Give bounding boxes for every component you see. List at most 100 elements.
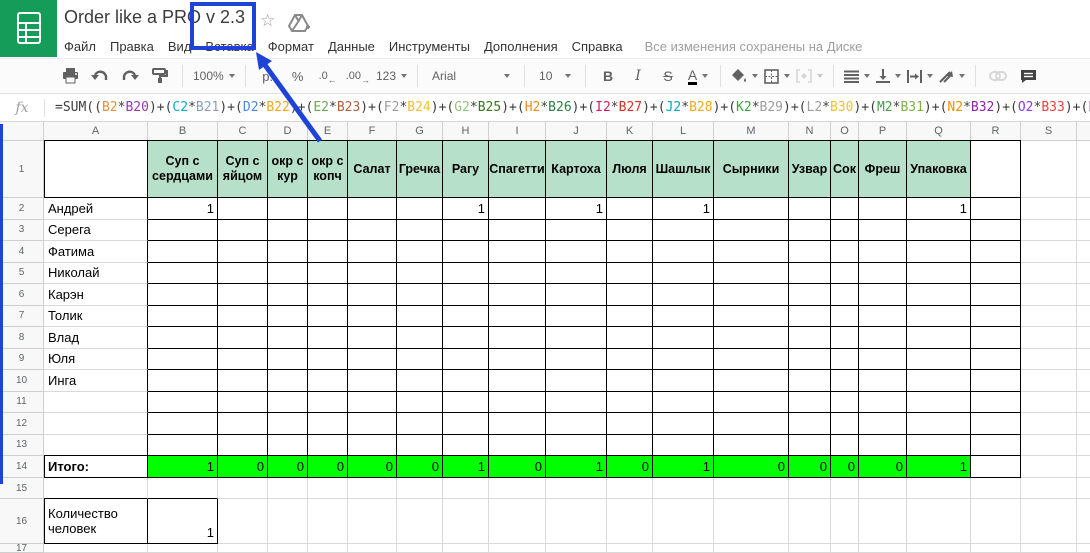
cell-B14[interactable]: 1 [148, 456, 218, 478]
cell-D5[interactable] [268, 262, 308, 284]
cell-I12[interactable] [489, 413, 546, 435]
cell-H13[interactable] [443, 434, 489, 456]
cell-F7[interactable] [348, 305, 397, 327]
cell-L1[interactable]: Шашлык [653, 141, 714, 198]
cell-L5[interactable] [653, 262, 714, 284]
cell-F12[interactable] [348, 413, 397, 435]
cell-J12[interactable] [546, 413, 607, 435]
cell-N16[interactable] [789, 499, 831, 544]
cell-E7[interactable] [308, 305, 348, 327]
cell-F14[interactable]: 0 [348, 456, 397, 478]
cell-S3[interactable] [1021, 219, 1077, 241]
vertical-align-button[interactable] [876, 63, 902, 89]
cell-R4[interactable] [971, 241, 1021, 263]
cell-R1[interactable] [971, 141, 1021, 198]
cell-H12[interactable] [443, 413, 489, 435]
cell-K6[interactable] [607, 284, 653, 306]
cell-I10[interactable] [489, 370, 546, 392]
cell-N5[interactable] [789, 262, 831, 284]
cell-M12[interactable] [714, 413, 789, 435]
row-header-9[interactable]: 9 [0, 348, 44, 370]
cell-M9[interactable] [714, 348, 789, 370]
column-header-T[interactable] [1077, 122, 1090, 141]
cell-J2[interactable]: 1 [546, 198, 607, 220]
cell-T16[interactable] [1077, 499, 1090, 544]
save-status[interactable]: Все изменения сохранены на Диске [644, 38, 863, 54]
cell-D2[interactable] [268, 198, 308, 220]
cell-A12[interactable] [44, 413, 148, 435]
cell-K5[interactable] [607, 262, 653, 284]
cell-G15[interactable] [397, 478, 443, 499]
cell-O3[interactable] [831, 219, 859, 241]
row-header-2[interactable]: 2 [0, 198, 44, 220]
cell-P1[interactable]: Фреш [859, 141, 907, 198]
cell-P7[interactable] [859, 305, 907, 327]
cell-K13[interactable] [607, 434, 653, 456]
cell-Q15[interactable] [907, 478, 971, 499]
cell-E9[interactable] [308, 348, 348, 370]
cell-A2[interactable]: Андрей [44, 198, 148, 220]
cell-G11[interactable] [397, 391, 443, 413]
cell-J4[interactable] [546, 241, 607, 263]
cell-T9[interactable] [1077, 348, 1090, 370]
cell-K9[interactable] [607, 348, 653, 370]
cell-G2[interactable] [397, 198, 443, 220]
cell-T12[interactable] [1077, 413, 1090, 435]
cell-M4[interactable] [714, 241, 789, 263]
cell-I14[interactable]: 0 [489, 456, 546, 478]
cell-G4[interactable] [397, 241, 443, 263]
cell-L7[interactable] [653, 305, 714, 327]
cell-S12[interactable] [1021, 413, 1077, 435]
cell-H5[interactable] [443, 262, 489, 284]
row-header-13[interactable]: 13 [0, 434, 44, 456]
cell-Q14[interactable]: 1 [907, 456, 971, 478]
cell-D10[interactable] [268, 370, 308, 392]
cell-B4[interactable] [148, 241, 218, 263]
cell-Q12[interactable] [907, 413, 971, 435]
horizontal-align-button[interactable] [844, 63, 871, 89]
cell-S17[interactable] [1021, 544, 1077, 553]
cell-A16[interactable]: Количество человек [44, 499, 148, 544]
cell-P5[interactable] [859, 262, 907, 284]
cell-Q17[interactable] [907, 544, 971, 553]
cell-P6[interactable] [859, 284, 907, 306]
cell-D1[interactable]: окр с кур [268, 141, 308, 198]
cell-H16[interactable] [443, 499, 489, 544]
cell-M13[interactable] [714, 434, 789, 456]
column-header-A[interactable]: A [44, 122, 148, 141]
cell-K2[interactable] [607, 198, 653, 220]
column-header-H[interactable]: H [443, 122, 489, 141]
cell-P9[interactable] [859, 348, 907, 370]
cell-L14[interactable]: 1 [653, 456, 714, 478]
cell-B8[interactable] [148, 327, 218, 349]
cell-H1[interactable]: Рагу [443, 141, 489, 198]
cell-A5[interactable]: Николай [44, 262, 148, 284]
column-header-M[interactable]: M [714, 122, 789, 141]
cell-N17[interactable] [789, 544, 831, 553]
cell-Q6[interactable] [907, 284, 971, 306]
cell-D16[interactable] [268, 499, 308, 544]
cell-N12[interactable] [789, 413, 831, 435]
cell-D4[interactable] [268, 241, 308, 263]
cell-L4[interactable] [653, 241, 714, 263]
column-header-S[interactable]: S [1021, 122, 1077, 141]
cell-I1[interactable]: Спагетти [489, 141, 546, 198]
cell-L10[interactable] [653, 370, 714, 392]
cell-H6[interactable] [443, 284, 489, 306]
more-formats-button[interactable]: 123 [376, 63, 408, 89]
text-color-button[interactable]: A [686, 63, 710, 89]
cell-I7[interactable] [489, 305, 546, 327]
cell-J17[interactable] [546, 544, 607, 553]
italic-button[interactable]: I [626, 63, 650, 89]
row-header-7[interactable]: 7 [0, 305, 44, 327]
cell-I8[interactable] [489, 327, 546, 349]
column-header-C[interactable]: C [218, 122, 268, 141]
cell-O6[interactable] [831, 284, 859, 306]
cell-I13[interactable] [489, 434, 546, 456]
document-title[interactable]: Order like a PRO v 2.3 [64, 7, 246, 27]
cell-O14[interactable]: 0 [831, 456, 859, 478]
cell-A8[interactable]: Влад [44, 327, 148, 349]
cell-T17[interactable] [1077, 544, 1090, 553]
cell-F11[interactable] [348, 391, 397, 413]
cell-G17[interactable] [397, 544, 443, 553]
